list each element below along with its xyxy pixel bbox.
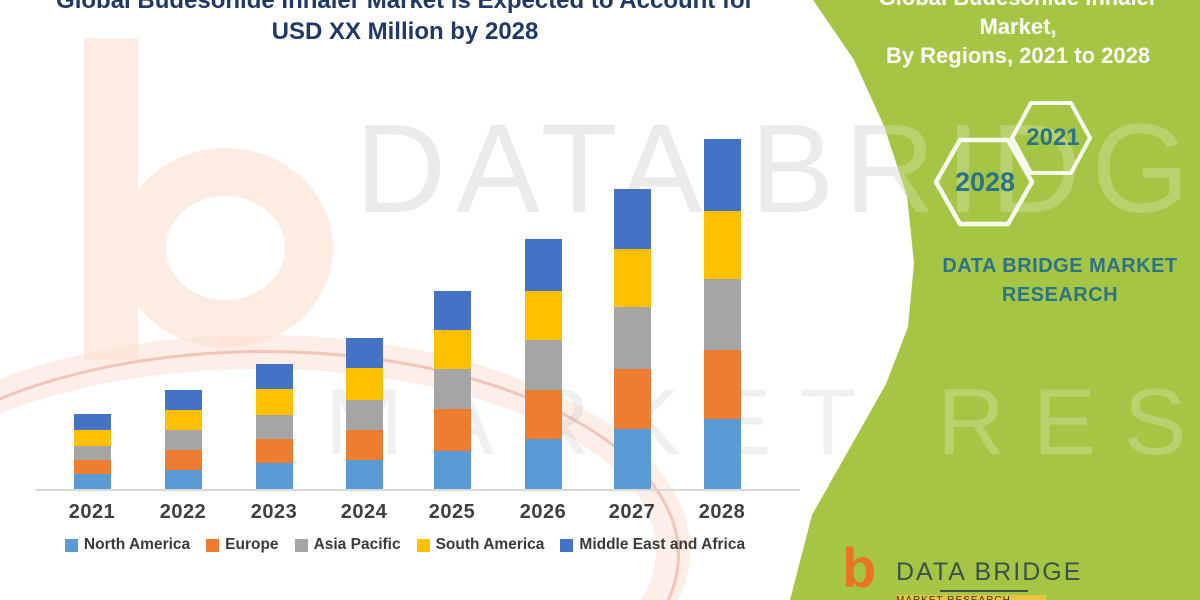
legend-label: North America	[83, 536, 191, 553]
bar-2028-south-america	[703, 211, 741, 279]
legend: North America Europe Asia Pacific South Ame…	[0, 536, 810, 554]
x-axis-label-2021: 2021	[68, 501, 116, 523]
hexagon-graphic	[933, 101, 1092, 227]
bar-2023-south-america	[255, 389, 293, 415]
watermark-b-logo-stem	[84, 38, 138, 360]
bar-2024-asia-pacific	[345, 400, 383, 430]
legend-swatch-icon	[560, 538, 574, 552]
brand-name-line1: DATA BRIDGE MARKET	[942, 255, 1178, 277]
legend-swatch-icon	[206, 538, 220, 552]
x-axis-label-2027: 2027	[608, 501, 656, 523]
legend-swatch-icon	[294, 538, 308, 552]
bar-2021-asia-pacific	[73, 446, 111, 460]
brand-name-line2: RESEARCH	[1001, 284, 1119, 306]
bar-2022-south-america	[164, 410, 202, 430]
hexagon-2028-outline	[933, 137, 1035, 227]
bar-2022-middle-east-and-africa	[164, 390, 202, 410]
bar-2023-middle-east-and-africa	[255, 364, 293, 389]
x-axis-label-2026: 2026	[519, 501, 567, 523]
bar-2026-europe	[524, 390, 562, 439]
bar-2025-europe	[433, 409, 471, 451]
bar-2027-asia-pacific	[613, 307, 651, 369]
chart-title-line2: USD XX Million by 2028	[271, 18, 539, 45]
bar-2027-middle-east-and-africa	[613, 189, 651, 249]
bar-2023-north-america	[255, 463, 293, 489]
bar-2021-middle-east-and-africa	[73, 414, 111, 430]
side-panel-heading: Global Budesonide Inhaler Market, By Reg…	[838, 0, 1198, 70]
bar-2026-north-america	[524, 439, 562, 489]
legend-label: South America	[435, 536, 545, 553]
legend-item-europe: Europe	[206, 536, 279, 554]
legend-item-asia-pacific: Asia Pacific	[294, 536, 401, 554]
bar-2028-asia-pacific	[703, 279, 741, 350]
bar-2024-europe	[345, 430, 383, 460]
bar-2027-south-america	[613, 249, 651, 307]
footer-logo-b-icon: b	[842, 536, 877, 599]
x-axis-label-2028: 2028	[698, 501, 746, 523]
legend-swatch-icon	[416, 538, 430, 552]
footer-brand-underline	[940, 590, 1028, 592]
bar-2021-south-america	[73, 430, 111, 446]
bar-2022-north-america	[164, 470, 202, 489]
bar-2023-asia-pacific	[255, 415, 293, 439]
x-axis-label-2025: 2025	[428, 501, 476, 523]
bar-2027-north-america	[613, 429, 651, 489]
side-panel-heading-line2: By Regions, 2021 to 2028	[885, 43, 1151, 68]
bar-2021-north-america	[73, 474, 111, 489]
bar-2028-europe	[703, 350, 741, 419]
legend-label: Middle East and Africa	[579, 536, 746, 553]
legend-item-south-america: South America	[416, 536, 545, 554]
side-panel-heading-line1: Global Budesonide Inhaler Market,	[879, 0, 1158, 39]
chart-title: Global Budesonide Inhaler Market is Expe…	[50, 0, 760, 47]
bar-2026-middle-east-and-africa	[524, 239, 562, 291]
bar-2025-asia-pacific	[433, 369, 471, 409]
x-axis-label-2022: 2022	[159, 501, 207, 523]
bar-2023-europe	[255, 439, 293, 463]
bar-2026-asia-pacific	[524, 340, 562, 390]
bar-2022-asia-pacific	[164, 430, 202, 450]
bar-2024-middle-east-and-africa	[345, 338, 383, 368]
legend-label: Europe	[225, 536, 279, 553]
bar-2021-europe	[73, 460, 111, 474]
watermark-b-logo-bowl	[118, 148, 333, 348]
bar-2022-europe	[164, 450, 202, 470]
x-axis-line	[36, 489, 800, 491]
legend-item-north-america: North America	[64, 536, 191, 554]
hexagon-2021-year: 2021	[1026, 124, 1080, 151]
bar-2025-south-america	[433, 330, 471, 369]
hexagon-2028-year: 2028	[954, 167, 1016, 197]
legend-swatch-icon	[64, 538, 78, 552]
bar-2024-north-america	[345, 460, 383, 489]
bar-2024-south-america	[345, 368, 383, 400]
legend-item-middle-east-and-africa: Middle East and Africa	[560, 536, 745, 554]
hexagon-2021-outline	[1010, 101, 1092, 175]
x-axis-label-2024: 2024	[340, 501, 388, 523]
bar-2027-europe	[613, 369, 651, 429]
bar-2025-north-america	[433, 451, 471, 489]
x-axis-label-2023: 2023	[250, 501, 298, 523]
legend-label: Asia Pacific	[313, 536, 401, 553]
bar-2025-middle-east-and-africa	[433, 291, 471, 330]
footer-brand-subtext: MARKET RESEARCH	[896, 595, 1046, 600]
brand-name-text: DATA BRIDGE MARKET RESEARCH	[930, 252, 1190, 310]
footer-brand-text: DATA BRIDGE	[896, 558, 1083, 586]
bar-2026-south-america	[524, 291, 562, 340]
bar-2028-north-america	[703, 419, 741, 489]
chart-title-line1: Global Budesonide Inhaler Market is Expe…	[56, 0, 754, 14]
bar-2028-middle-east-and-africa	[703, 139, 741, 211]
